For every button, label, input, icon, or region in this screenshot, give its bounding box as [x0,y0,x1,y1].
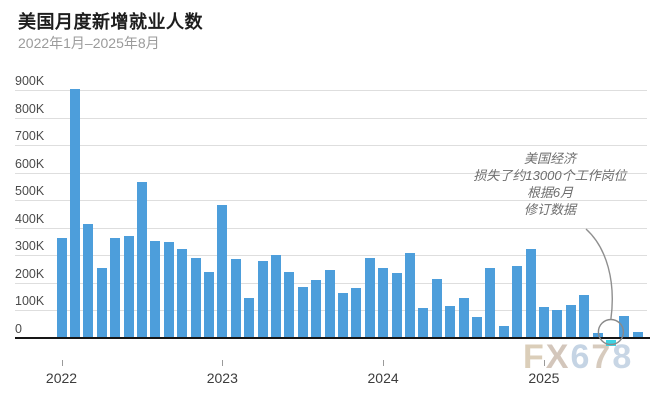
y-axis-tick-label: 500K [15,184,45,199]
bar-2024-09[interactable] [485,267,496,338]
gridline [15,145,647,147]
bar-2025-02[interactable] [552,309,563,338]
x-axis-tick [383,360,385,366]
watermark-letter: 6 [570,338,592,376]
bar-2025-01[interactable] [538,307,549,338]
gridline [15,227,647,229]
bar-2024-07[interactable] [458,298,469,338]
bar-2024-11[interactable] [512,266,523,338]
bar-2022-03[interactable] [83,223,94,338]
bar-2024-02[interactable] [391,273,402,338]
bar-2024-05[interactable] [431,278,442,338]
bar-2022-09[interactable] [163,241,174,338]
y-axis-tick-label: 700K [15,129,45,144]
gridline [15,117,647,119]
bar-2023-09[interactable] [324,270,335,338]
bar-2023-10[interactable] [337,292,348,338]
bar-2025-05[interactable] [592,332,603,338]
x-axis-year-label: 2023 [206,370,238,386]
bar-2024-10[interactable] [498,325,509,338]
x-axis-year-label: 2025 [528,370,560,386]
y-axis-tick-label: 800K [15,101,45,116]
annotation-callout: 美国经济 损失了约13000个工作岗位 根据6月 修订数据 [436,150,662,218]
bar-2024-04[interactable] [418,308,429,338]
bar-2022-08[interactable] [150,241,161,338]
bar-2022-01[interactable] [56,237,67,338]
bar-2022-02[interactable] [69,88,80,338]
annotation-line: 美国经济 [523,151,576,166]
y-axis-tick-label: 400K [15,211,45,226]
y-axis-tick-label: 900K [15,74,45,88]
gridline [15,172,647,174]
bar-2022-05[interactable] [110,237,121,338]
bar-2023-06[interactable] [284,271,295,338]
x-axis-tick [543,360,545,366]
watermark-fx678: FX678 [523,340,633,374]
x-axis-line [15,337,650,339]
annotation-line: 根据6月 [526,185,574,200]
bar-2023-04[interactable] [257,261,268,338]
annotation-line: 修订数据 [523,202,576,217]
bar-2023-05[interactable] [270,254,281,338]
gridline [15,200,647,202]
watermark-letter: X [545,338,571,376]
annotation-line: 损失了约13000个工作岗位 [473,168,627,183]
x-axis-tick [61,360,63,366]
y-axis-tick-label: 300K [15,239,45,254]
bar-2025-06[interactable] [605,340,616,346]
y-axis-tick-label: 200K [15,266,45,281]
chart-title: 美国月度新增就业人数 [18,12,203,32]
watermark-letter: F [523,338,546,376]
leader-line [585,228,613,320]
bar-2025-04[interactable] [579,294,590,338]
bar-2023-11[interactable] [351,287,362,338]
bar-2022-07[interactable] [136,181,147,338]
bar-2023-03[interactable] [244,297,255,338]
chart-subtitle: 2022年1月–2025年8月 [18,35,160,51]
bar-2022-12[interactable] [203,272,214,338]
bar-2022-11[interactable] [190,258,201,338]
x-axis-year-label: 2022 [45,370,78,386]
bar-2022-04[interactable] [96,268,107,338]
x-axis-tick [222,360,224,366]
bar-2023-01[interactable] [217,205,228,338]
bar-2023-07[interactable] [297,287,308,338]
x-axis-year-label: 2024 [367,370,399,386]
bar-2024-12[interactable] [525,249,536,338]
y-axis-tick-label: 0 [15,322,22,336]
bar-2025-07[interactable] [619,316,630,338]
watermark-letter: 8 [612,338,634,376]
watermark-letter: 7 [591,338,613,376]
gridline [15,90,647,91]
bar-2025-03[interactable] [565,304,576,338]
bar-2024-08[interactable] [471,316,482,338]
bar-2022-06[interactable] [123,236,134,338]
bar-2025-08[interactable] [632,331,643,338]
y-axis-tick-label: 100K [15,294,45,309]
bar-2024-06[interactable] [445,305,456,338]
bar-2023-02[interactable] [230,258,241,338]
bar-2023-12[interactable] [364,258,375,338]
bar-2023-08[interactable] [311,280,322,338]
gridline [15,255,647,257]
bar-2024-01[interactable] [378,267,389,338]
bar-2024-03[interactable] [404,252,415,338]
bar-2022-10[interactable] [177,248,188,338]
y-axis-tick-label: 600K [15,156,45,171]
